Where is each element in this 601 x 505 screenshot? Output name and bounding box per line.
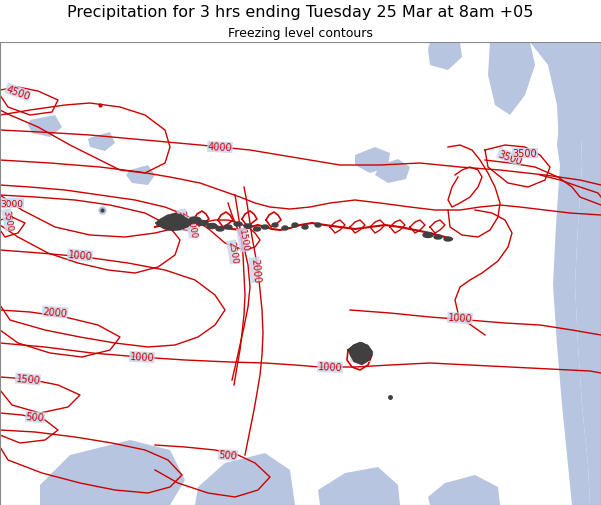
Ellipse shape xyxy=(216,228,224,232)
Ellipse shape xyxy=(444,237,452,241)
Text: 1000: 1000 xyxy=(448,313,472,324)
Text: 3500: 3500 xyxy=(2,210,14,232)
Ellipse shape xyxy=(272,224,278,228)
Polygon shape xyxy=(348,342,373,365)
Polygon shape xyxy=(155,214,192,232)
Polygon shape xyxy=(355,148,390,174)
Ellipse shape xyxy=(434,235,442,239)
Polygon shape xyxy=(28,116,62,138)
Text: Freezing level contours: Freezing level contours xyxy=(228,27,373,40)
Text: 1000: 1000 xyxy=(67,249,93,262)
Text: 1000: 1000 xyxy=(129,351,154,363)
Text: 500: 500 xyxy=(351,352,369,362)
Polygon shape xyxy=(530,43,590,505)
Text: 3500: 3500 xyxy=(496,149,523,167)
Ellipse shape xyxy=(189,218,201,224)
Ellipse shape xyxy=(302,226,308,230)
Polygon shape xyxy=(318,467,400,505)
Ellipse shape xyxy=(292,224,298,228)
Ellipse shape xyxy=(282,227,288,231)
Polygon shape xyxy=(40,440,185,505)
Ellipse shape xyxy=(423,233,433,238)
Polygon shape xyxy=(428,43,462,71)
Text: 3200: 3200 xyxy=(177,210,189,232)
Polygon shape xyxy=(560,43,601,505)
Ellipse shape xyxy=(234,223,242,227)
Text: 1500: 1500 xyxy=(15,373,41,385)
Text: 2000: 2000 xyxy=(42,307,68,319)
Ellipse shape xyxy=(224,226,232,230)
Text: 2500: 2500 xyxy=(227,240,239,265)
Polygon shape xyxy=(375,160,410,184)
Polygon shape xyxy=(557,43,601,186)
Polygon shape xyxy=(88,133,115,152)
Polygon shape xyxy=(488,43,535,116)
Text: 3500: 3500 xyxy=(513,148,537,159)
Ellipse shape xyxy=(315,224,321,228)
Polygon shape xyxy=(126,166,155,186)
Ellipse shape xyxy=(198,221,208,226)
Polygon shape xyxy=(195,453,295,505)
Text: 4500: 4500 xyxy=(5,84,31,102)
Text: 1500: 1500 xyxy=(237,228,249,252)
Text: Precipitation for 3 hrs ending Tuesday 25 Mar at 8am +05: Precipitation for 3 hrs ending Tuesday 2… xyxy=(67,5,534,20)
Ellipse shape xyxy=(254,228,260,232)
Text: 4000: 4000 xyxy=(207,142,233,154)
Text: 3000: 3000 xyxy=(1,199,23,208)
Ellipse shape xyxy=(261,226,269,230)
Polygon shape xyxy=(428,475,500,505)
Text: 500: 500 xyxy=(218,449,237,461)
Text: 3000: 3000 xyxy=(186,217,198,239)
Text: 500: 500 xyxy=(25,412,44,423)
Text: 2000: 2000 xyxy=(249,258,261,283)
Ellipse shape xyxy=(207,224,217,229)
Text: 1000: 1000 xyxy=(317,362,343,373)
Ellipse shape xyxy=(244,225,252,229)
